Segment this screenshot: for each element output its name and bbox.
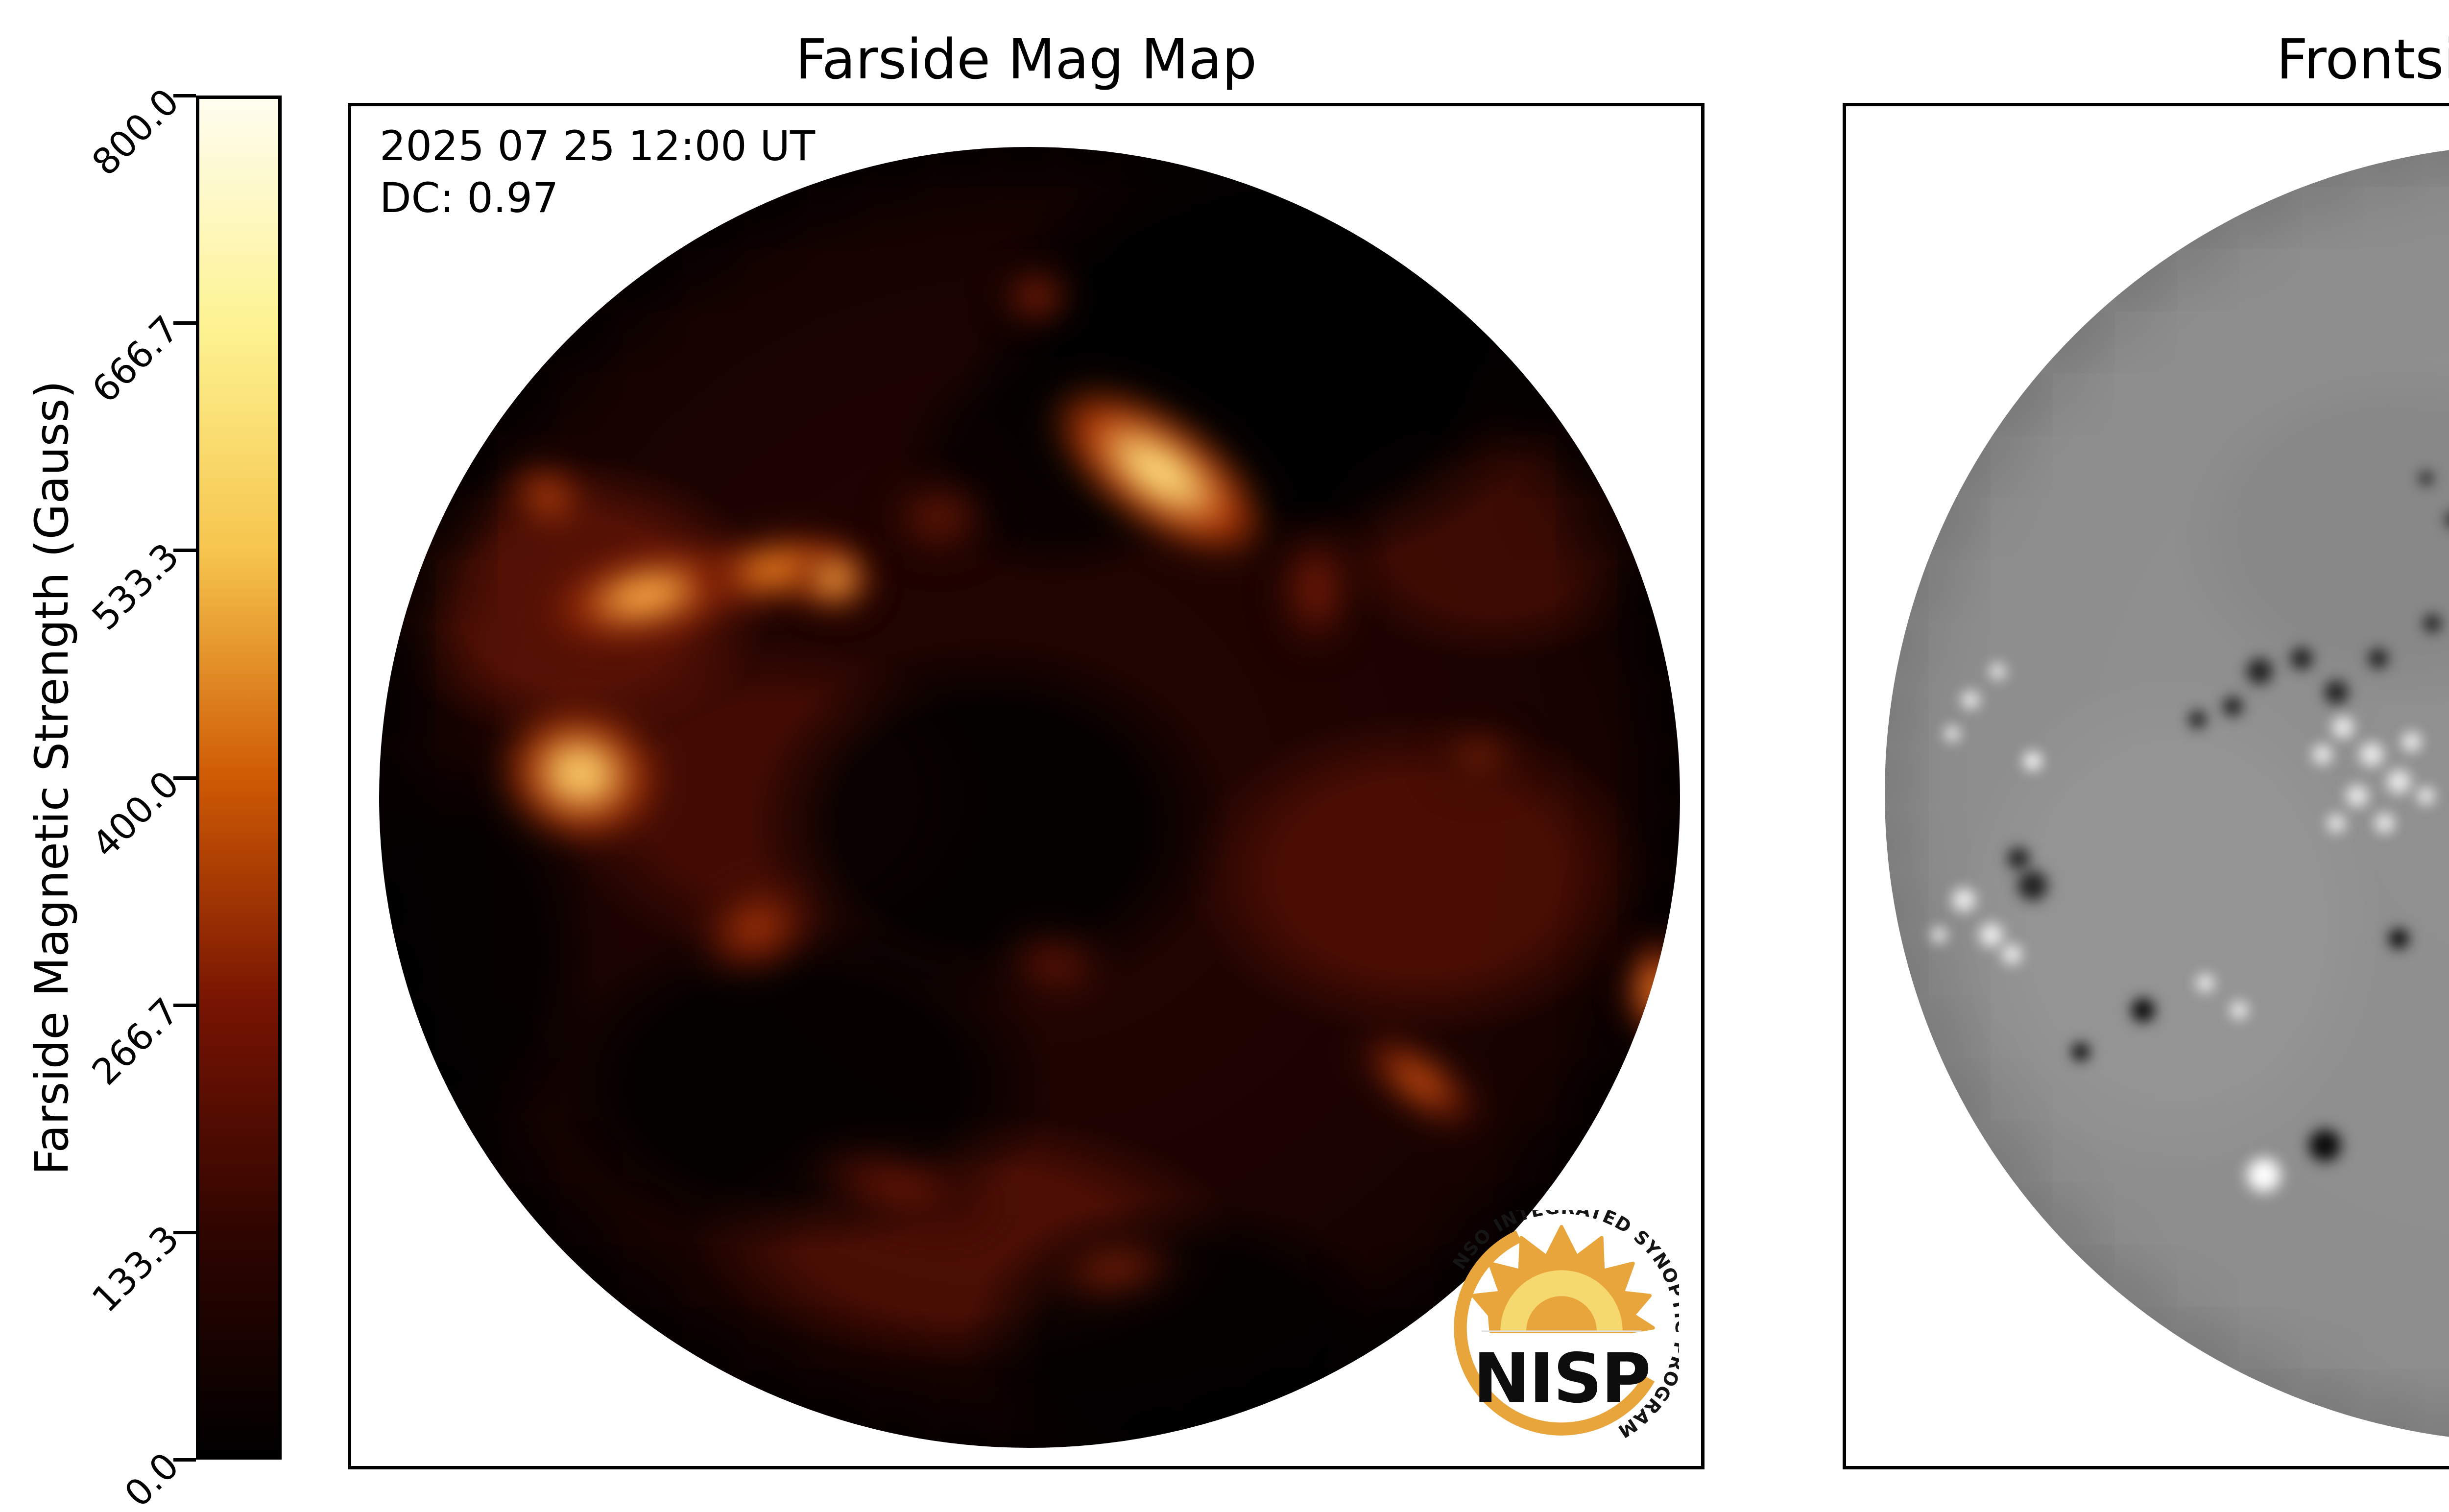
colorbar-tick-label: 266.7 [84, 990, 188, 1093]
colorbar-tick [173, 776, 196, 780]
colorbar-tick-label: 133.3 [84, 1217, 188, 1321]
magnetic-region-positive [2227, 998, 2251, 1022]
magnetic-region-negative [2004, 844, 2033, 873]
farside-bright-region [1342, 1013, 1498, 1149]
magnetic-region-negative [2443, 509, 2449, 530]
magnetic-region-negative [2243, 654, 2277, 689]
magnetic-region-positive [2343, 782, 2372, 811]
farside-bright-region [1433, 725, 1524, 791]
colorbar-tick-label: 533.3 [84, 535, 188, 639]
magnetic-region-negative [2185, 708, 2209, 731]
frontside-plot: NSO INTEGRATED SYNOPTIC PROGRAM NISP [1843, 103, 2449, 1469]
magnetic-region-negative [2219, 693, 2246, 720]
magnetic-region-positive [1929, 924, 1950, 946]
frontside-panel-title: Frontside Mag Map [2276, 28, 2449, 92]
magnetic-region-negative [2013, 866, 2052, 905]
colorbar-tick [173, 1003, 196, 1007]
magnetic-region-positive [1959, 688, 1982, 712]
farside-panel-title: Farside Mag Map [795, 28, 1257, 92]
logo-acronym: NISP [1473, 1339, 1650, 1418]
logo-ring-arc [1454, 1230, 1655, 1436]
colorbar-tick [173, 94, 196, 97]
magnetic-region-negative [2417, 469, 2435, 487]
colorbar-tick-label: 0.0 [117, 1444, 188, 1512]
magnetic-region-positive [1999, 941, 2025, 968]
farside-bright-region [1273, 524, 1358, 654]
farside-bright-region [678, 859, 835, 996]
colorbar-tick-label: 400.0 [84, 763, 188, 866]
nisp-logo: NSO INTEGRATED SYNOPTIC PROGRAM NISP [1444, 1197, 1692, 1445]
farside-bright-region [1019, 349, 1300, 595]
colorbar-tick [173, 549, 196, 552]
magnetic-region-positive [2399, 728, 2425, 755]
farside-bright-region [796, 1129, 1003, 1246]
magnetic-region-positive [2355, 739, 2387, 770]
magnetic-region-positive [2241, 1153, 2286, 1198]
colorbar-tick-label: 666.7 [84, 308, 188, 411]
magnetic-region-positive [2414, 784, 2438, 808]
farside-annotation-date: 2025 07 25 12:00 UT [380, 122, 816, 170]
magnetic-region-positive [2325, 812, 2349, 835]
farside-bright-region [991, 918, 1120, 1015]
magnetic-region-negative [2069, 1040, 2092, 1064]
farside-bright-region [489, 445, 608, 552]
magnetic-region-negative [2321, 676, 2352, 708]
farside-bright-region [795, 546, 874, 612]
farside-annotation-dc: DC: 0.97 [380, 174, 559, 222]
colorbar-tick-label: 800.0 [84, 80, 188, 184]
farside-bright-region [997, 267, 1075, 326]
magnetic-region-negative [2287, 644, 2316, 673]
farside-bright-region [483, 686, 678, 862]
farside-annotation: 2025 07 25 12:00 UT DC: 0.97 [380, 120, 815, 224]
colorbar-gradient [199, 99, 278, 1456]
colorbar-axis-label: Farside Magnetic Strength (Gauss) [25, 380, 79, 1176]
magnetic-region-positive [1987, 661, 2008, 682]
magnetic-region-positive [1975, 919, 2007, 951]
magnetic-region-negative [2304, 1124, 2346, 1166]
colorbar-tick [173, 321, 196, 325]
magnetic-region-positive [2309, 742, 2335, 768]
magnetic-region-positive [2021, 749, 2044, 773]
magnetic-region-negative [2127, 994, 2159, 1026]
farside-bright-region [1624, 935, 1680, 1045]
farside-bright-region [1038, 1226, 1190, 1311]
nisp-logo-svg: NSO INTEGRATED SYNOPTIC PROGRAM NISP [1448, 1197, 1692, 1443]
colorbar-tick [173, 1458, 196, 1462]
logo-sun-arch [1500, 1270, 1623, 1332]
magnetic-region-negative [2365, 645, 2391, 672]
farside-plot: 2025 07 25 12:00 UT DC: 0.97 NSO INTEGRA… [348, 103, 1705, 1469]
magnetic-region-positive [2383, 766, 2415, 797]
magnetic-region-positive [1942, 723, 1963, 744]
magnetic-region-positive [2371, 810, 2398, 837]
colorbar-tick [173, 1230, 196, 1234]
frontside-sun-disk [1885, 144, 2449, 1442]
magnetic-region-positive [2329, 713, 2357, 742]
farside-bright-region [883, 475, 994, 560]
farside-sun-disk [379, 147, 1680, 1448]
colorbar [196, 96, 282, 1460]
magnetic-region-negative [2421, 612, 2445, 635]
magnetic-region-positive [1948, 884, 1980, 916]
magnetic-region-negative [2385, 926, 2412, 952]
magnetic-region-positive [2193, 971, 2217, 995]
